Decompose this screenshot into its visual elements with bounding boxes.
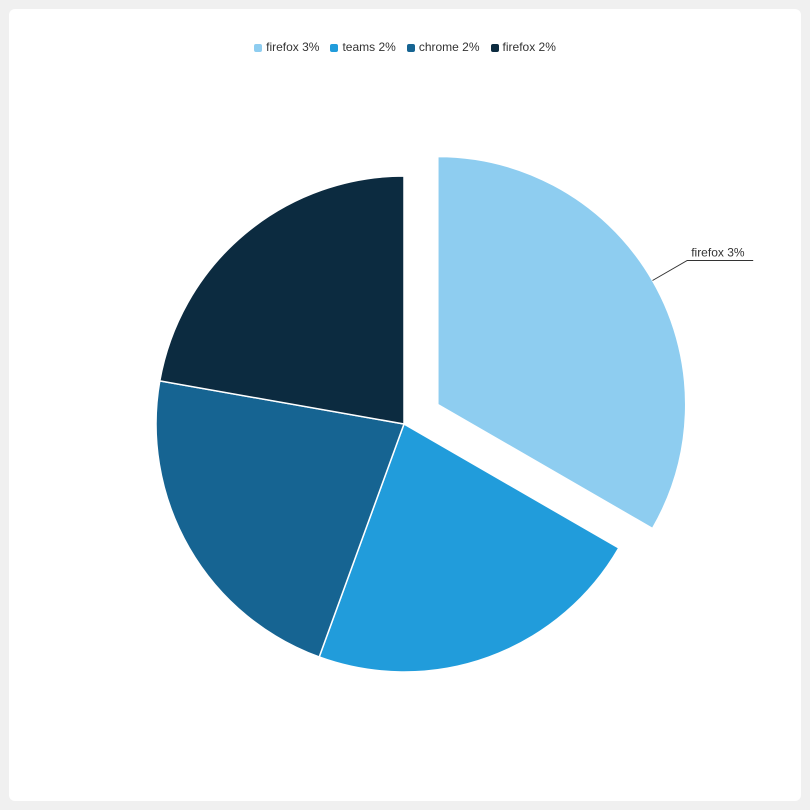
- chart-legend: firefox 3% teams 2% chrome 2% firefox 2%: [9, 40, 801, 55]
- legend-swatch-icon: [490, 43, 499, 52]
- slice-callout-label: firefox 3%: [691, 246, 745, 260]
- legend-label: chrome 2%: [418, 40, 480, 54]
- pie-slice-teams-1[interactable]: [318, 423, 620, 673]
- pie-slice-chrome-2[interactable]: [155, 380, 405, 658]
- legend-label: teams 2%: [342, 40, 396, 54]
- legend-item-firefox-3[interactable]: firefox 2%: [490, 40, 556, 55]
- legend-item-chrome-2[interactable]: chrome 2%: [406, 40, 480, 55]
- pie-slice-firefox-3[interactable]: [159, 175, 405, 425]
- chart-card: firefox 3% teams 2% chrome 2% firefox 2% fi…: [9, 9, 801, 801]
- legend-item-firefox-0[interactable]: firefox 3%: [254, 40, 319, 55]
- legend-item-teams-1[interactable]: teams 2%: [330, 40, 396, 55]
- legend-label: firefox 3%: [266, 40, 320, 54]
- legend-label: firefox 2%: [502, 40, 556, 54]
- pie-chart: firefox 3%: [155, 155, 754, 673]
- legend-swatch-icon: [406, 43, 415, 52]
- legend-swatch-icon: [330, 43, 339, 52]
- legend-swatch-icon: [254, 43, 263, 52]
- callout-connector-line: [652, 260, 754, 281]
